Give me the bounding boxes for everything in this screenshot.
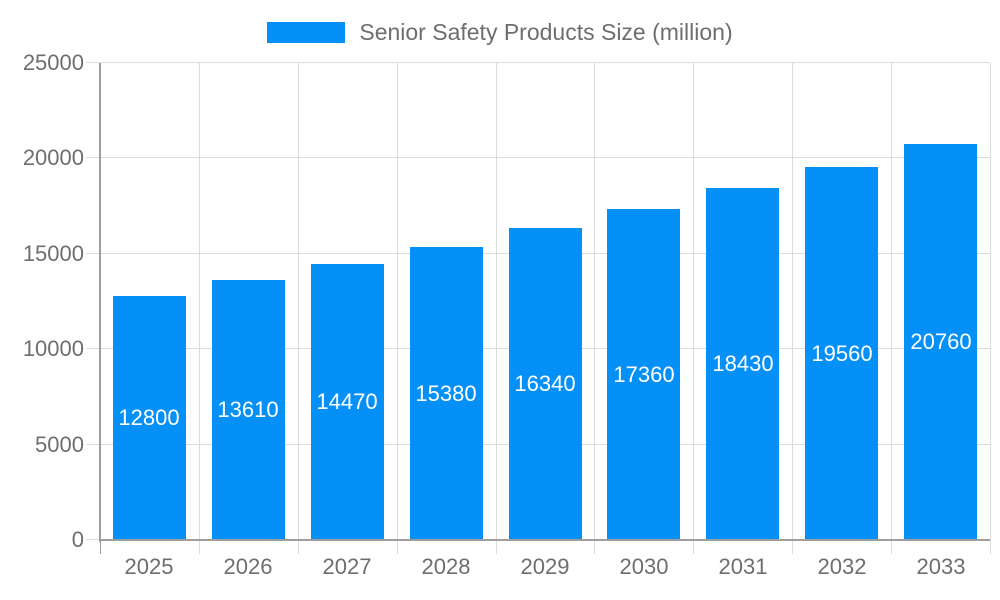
- y-axis-tick-label: 5000: [35, 432, 84, 457]
- x-axis-tick-label: 2031: [718, 554, 768, 579]
- x-axis-tick: [594, 540, 595, 554]
- x-axis-tick-label: 2025: [124, 554, 174, 579]
- legend-swatch: [267, 21, 346, 43]
- bar-value-label: 20760: [910, 329, 972, 354]
- x-axis-tick: [693, 540, 694, 554]
- x-axis-tick: [397, 540, 398, 554]
- x-axis-tick-label: 2030: [619, 554, 669, 579]
- h-gridline: [100, 62, 990, 63]
- bar[interactable]: [113, 296, 186, 540]
- x-axis-tick: [496, 540, 497, 554]
- v-gridline: [990, 63, 991, 540]
- v-gridline: [199, 63, 200, 540]
- x-axis-tick-label: 2032: [817, 554, 867, 579]
- y-axis-tick: [86, 444, 100, 445]
- bar[interactable]: [410, 247, 483, 540]
- v-gridline: [298, 63, 299, 540]
- v-gridline: [496, 63, 497, 540]
- bar[interactable]: [509, 228, 582, 540]
- x-axis-tick-label: 2028: [421, 554, 471, 579]
- y-axis-tick: [86, 157, 100, 158]
- x-axis-tick-label: 2026: [223, 554, 273, 579]
- chart-legend[interactable]: Senior Safety Products Size (million): [0, 19, 1000, 45]
- bar[interactable]: [706, 188, 779, 540]
- bar[interactable]: [311, 264, 384, 540]
- x-axis-tick-label: 2029: [520, 554, 570, 579]
- v-gridline: [594, 63, 595, 540]
- v-gridline: [792, 63, 793, 540]
- x-axis-tick-label: 2033: [916, 554, 966, 579]
- x-axis-tick: [199, 540, 200, 554]
- bar-value-label: 18430: [712, 351, 774, 376]
- y-axis-tick-label: 15000: [22, 241, 84, 266]
- y-axis-line: [99, 63, 101, 542]
- y-axis-tick-label: 25000: [22, 50, 84, 75]
- x-axis-tick: [100, 540, 101, 554]
- x-axis-tick: [891, 540, 892, 554]
- y-axis-tick-label: 0: [71, 527, 84, 552]
- x-axis-tick: [298, 540, 299, 554]
- bar[interactable]: [904, 144, 977, 540]
- x-axis-tick: [990, 540, 991, 554]
- y-axis-tick: [86, 62, 100, 63]
- y-axis-tick-label: 10000: [22, 336, 84, 361]
- x-axis-line: [99, 539, 990, 541]
- v-gridline: [891, 63, 892, 540]
- y-axis-tick-label: 20000: [22, 145, 84, 170]
- x-axis-tick-label: 2027: [322, 554, 372, 579]
- h-gridline: [100, 157, 990, 158]
- bar[interactable]: [805, 167, 878, 540]
- x-axis-tick: [792, 540, 793, 554]
- y-axis-tick: [86, 348, 100, 349]
- bar[interactable]: [212, 280, 285, 540]
- bar-value-label: 13610: [217, 397, 279, 422]
- y-axis-tick: [86, 253, 100, 254]
- bar-value-label: 14470: [316, 389, 378, 414]
- bar-value-label: 12800: [118, 405, 180, 430]
- bar-value-label: 17360: [613, 362, 675, 387]
- bar-value-label: 19560: [811, 341, 873, 366]
- v-gridline: [397, 63, 398, 540]
- bar-value-label: 16340: [514, 371, 576, 396]
- v-gridline: [693, 63, 694, 540]
- legend-label: Senior Safety Products Size (million): [359, 19, 733, 45]
- bar[interactable]: [607, 209, 680, 540]
- bar-value-label: 15380: [415, 381, 477, 406]
- y-axis-tick: [86, 539, 100, 540]
